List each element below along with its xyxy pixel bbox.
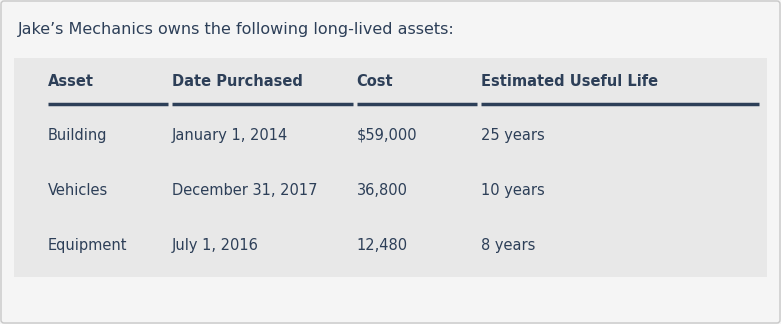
Text: $59,000: $59,000	[357, 128, 417, 143]
Text: Estimated Useful Life: Estimated Useful Life	[481, 74, 658, 88]
Text: 36,800: 36,800	[357, 183, 408, 198]
Bar	[14, 58, 767, 277]
Text: Cost: Cost	[357, 74, 394, 88]
Text: 8 years: 8 years	[481, 238, 535, 253]
Text: Equipment: Equipment	[48, 238, 127, 253]
Text: 12,480: 12,480	[357, 238, 408, 253]
Text: Jake’s Mechanics owns the following long-lived assets:: Jake’s Mechanics owns the following long…	[18, 22, 455, 37]
Text: January 1, 2014: January 1, 2014	[172, 128, 288, 143]
Text: Vehicles: Vehicles	[48, 183, 108, 198]
Text: Building: Building	[48, 128, 107, 143]
Text: 10 years: 10 years	[481, 183, 544, 198]
Text: 25 years: 25 years	[481, 128, 544, 143]
Text: Asset: Asset	[48, 74, 94, 88]
Text: December 31, 2017: December 31, 2017	[172, 183, 318, 198]
Text: July 1, 2016: July 1, 2016	[172, 238, 259, 253]
Text: Date Purchased: Date Purchased	[172, 74, 303, 88]
